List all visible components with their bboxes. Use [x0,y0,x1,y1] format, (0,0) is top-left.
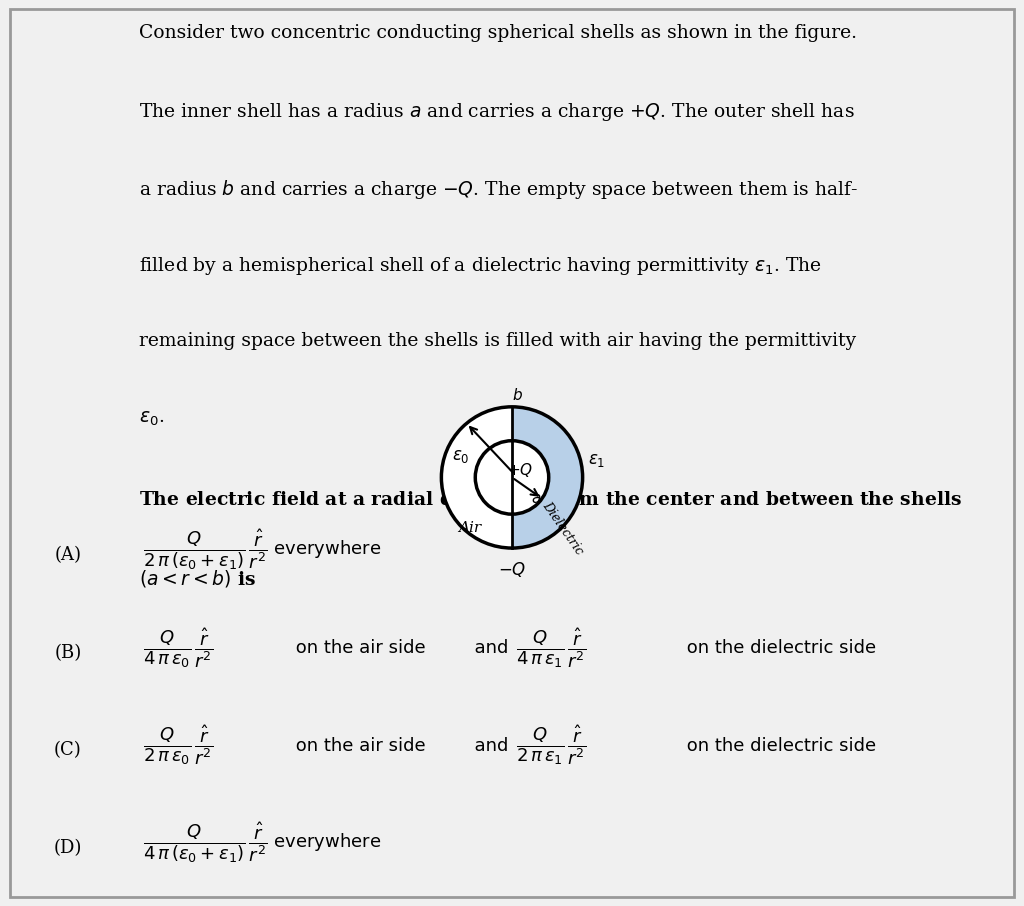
Text: filled by a hemispherical shell of a dielectric having permittivity $\varepsilon: filled by a hemispherical shell of a die… [139,255,822,277]
Text: Dielectric: Dielectric [540,499,586,557]
Text: a radius $b$ and carries a charge $-Q$. The empty space between them is half-: a radius $b$ and carries a charge $-Q$. … [139,178,858,201]
Text: on the dielectric side: on the dielectric side [681,639,876,657]
Text: $-Q$: $-Q$ [498,560,526,579]
Circle shape [475,440,549,515]
Text: The electric field at a radial distance $r$ from the center and between the shel: The electric field at a radial distance … [139,491,962,509]
Text: on the air side: on the air side [290,639,426,657]
Text: $\varepsilon_1$: $\varepsilon_1$ [588,451,605,468]
Text: $\dfrac{Q}{2\,\pi\,\varepsilon_1}\,\dfrac{\hat{r}}{r^2}$: $\dfrac{Q}{2\,\pi\,\varepsilon_1}\,\dfra… [516,724,587,767]
Text: $\varepsilon_0$: $\varepsilon_0$ [452,448,469,466]
Text: The inner shell has a radius $a$ and carries a charge $+Q$. The outer shell has: The inner shell has a radius $a$ and car… [139,101,855,123]
Text: $b$: $b$ [512,387,523,403]
Text: (A): (A) [54,546,82,564]
Text: and: and [463,737,520,755]
Text: $\varepsilon_0$.: $\varepsilon_0$. [139,410,164,428]
Text: $+Q$: $+Q$ [507,461,534,479]
Text: on the air side: on the air side [290,737,426,755]
Text: and: and [463,639,520,657]
Text: $\dfrac{Q}{4\,\pi\,\varepsilon_1}\,\dfrac{\hat{r}}{r^2}$: $\dfrac{Q}{4\,\pi\,\varepsilon_1}\,\dfra… [516,626,587,670]
Text: Consider two concentric conducting spherical shells as shown in the figure.: Consider two concentric conducting spher… [139,24,857,42]
Text: remaining space between the shells is filled with air having the permittivity: remaining space between the shells is fi… [139,333,856,351]
Text: (B): (B) [54,644,82,661]
Text: (C): (C) [54,741,82,759]
Text: $\dfrac{Q}{4\,\pi\,\varepsilon_0}\,\dfrac{\hat{r}}{r^2}$: $\dfrac{Q}{4\,\pi\,\varepsilon_0}\,\dfra… [143,626,214,670]
Text: $a$: $a$ [531,492,542,506]
Text: $\dfrac{Q}{2\,\pi\,\varepsilon_0}\,\dfrac{\hat{r}}{r^2}$: $\dfrac{Q}{2\,\pi\,\varepsilon_0}\,\dfra… [143,724,214,767]
Wedge shape [441,407,512,548]
Text: $\dfrac{Q}{2\,\pi\,(\varepsilon_0+\varepsilon_1)}\,\dfrac{\hat{r}}{r^2}$ everywh: $\dfrac{Q}{2\,\pi\,(\varepsilon_0+\varep… [143,528,382,573]
Text: (D): (D) [53,839,82,857]
Text: $(a < r < b)$ is: $(a < r < b)$ is [139,568,256,590]
Text: on the dielectric side: on the dielectric side [681,737,876,755]
Text: $\dfrac{Q}{4\,\pi\,(\varepsilon_0+\varepsilon_1)}\,\dfrac{\hat{r}}{r^2}$ everywh: $\dfrac{Q}{4\,\pi\,(\varepsilon_0+\varep… [143,821,382,865]
Wedge shape [512,407,583,548]
Text: Air: Air [458,521,481,535]
